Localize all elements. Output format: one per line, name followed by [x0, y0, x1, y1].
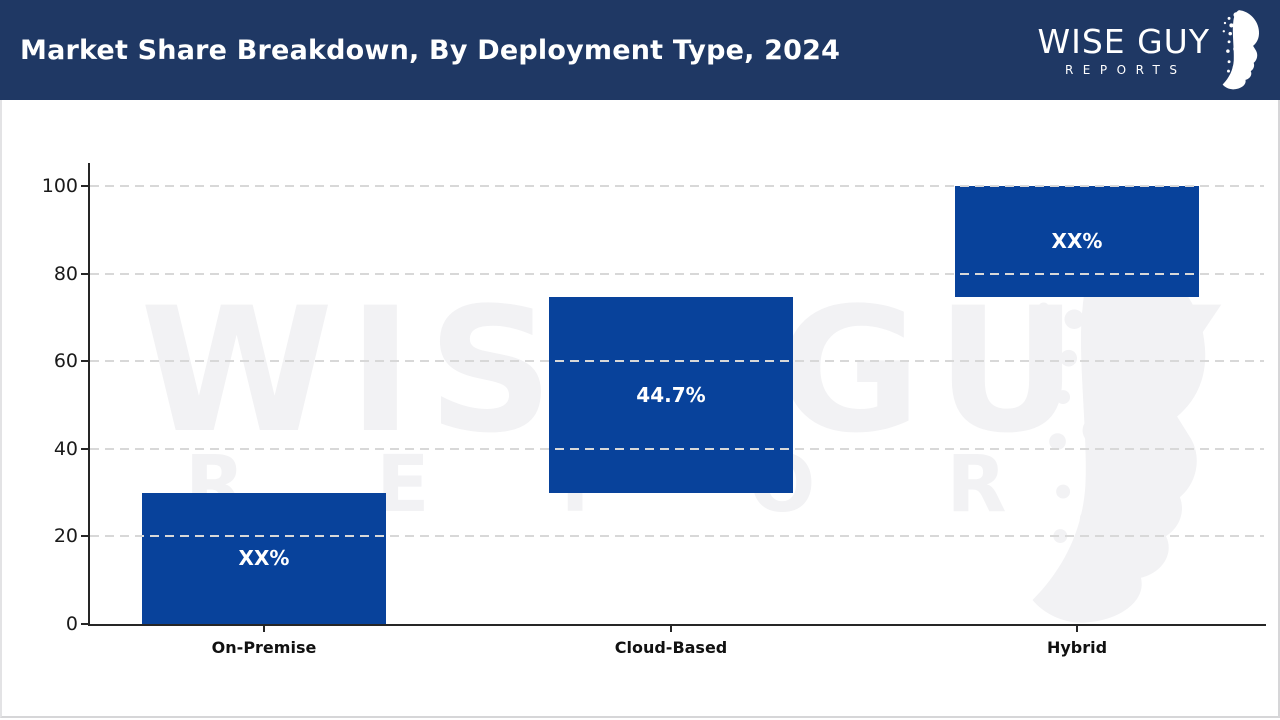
bar-value-label: 44.7%: [636, 382, 706, 407]
x-tick-mark: [263, 624, 265, 632]
y-tick-label: 100: [41, 175, 78, 197]
bar: [142, 492, 386, 624]
y-tick-label: 60: [53, 350, 78, 373]
gridline: [90, 535, 1264, 538]
x-category-label: On-Premise: [211, 638, 317, 657]
gridline: [90, 447, 1264, 450]
wise-guy-logo: WISE GUY REPORTS: [1037, 9, 1266, 91]
y-tick-mark: [81, 623, 88, 625]
logo-wordmark: WISE GUY: [1037, 21, 1210, 61]
logo-text: WISE GUY REPORTS: [1037, 25, 1210, 76]
bar-value-label: XX%: [238, 546, 290, 571]
gridline: [90, 360, 1264, 363]
logo-face-icon: [1222, 10, 1260, 90]
y-tick-mark: [81, 447, 88, 450]
y-tick-label: 0: [65, 613, 78, 635]
x-category-label: Cloud-Based: [614, 638, 728, 657]
y-tick-label: 20: [53, 525, 78, 548]
x-tick-mark: [1076, 624, 1078, 632]
y-tick-label: 80: [53, 262, 78, 285]
logo-subtitle: REPORTS: [1064, 62, 1187, 77]
x-tick-mark: [670, 624, 672, 632]
bar: [549, 296, 793, 493]
y-tick-mark: [81, 272, 88, 275]
x-category-label: Hybrid: [1046, 638, 1108, 657]
y-tick-mark: [81, 185, 88, 187]
watermark-face-icon: [1032, 246, 1206, 623]
page-title: Market Share Breakdown, By Deployment Ty…: [20, 34, 841, 66]
bar-value-label: XX%: [1051, 229, 1103, 254]
y-axis-line: [88, 163, 90, 626]
y-tick-mark: [81, 360, 88, 363]
chart-area: WISE GUY R E P O R T S 020406080100XX%On…: [0, 100, 1280, 720]
y-tick-mark: [81, 535, 88, 538]
gridline: [90, 185, 1264, 187]
y-tick-label: 40: [53, 437, 78, 460]
gridline: [90, 272, 1264, 275]
header-bar: Market Share Breakdown, By Deployment Ty…: [0, 0, 1280, 100]
x-axis-line: [88, 624, 1266, 626]
